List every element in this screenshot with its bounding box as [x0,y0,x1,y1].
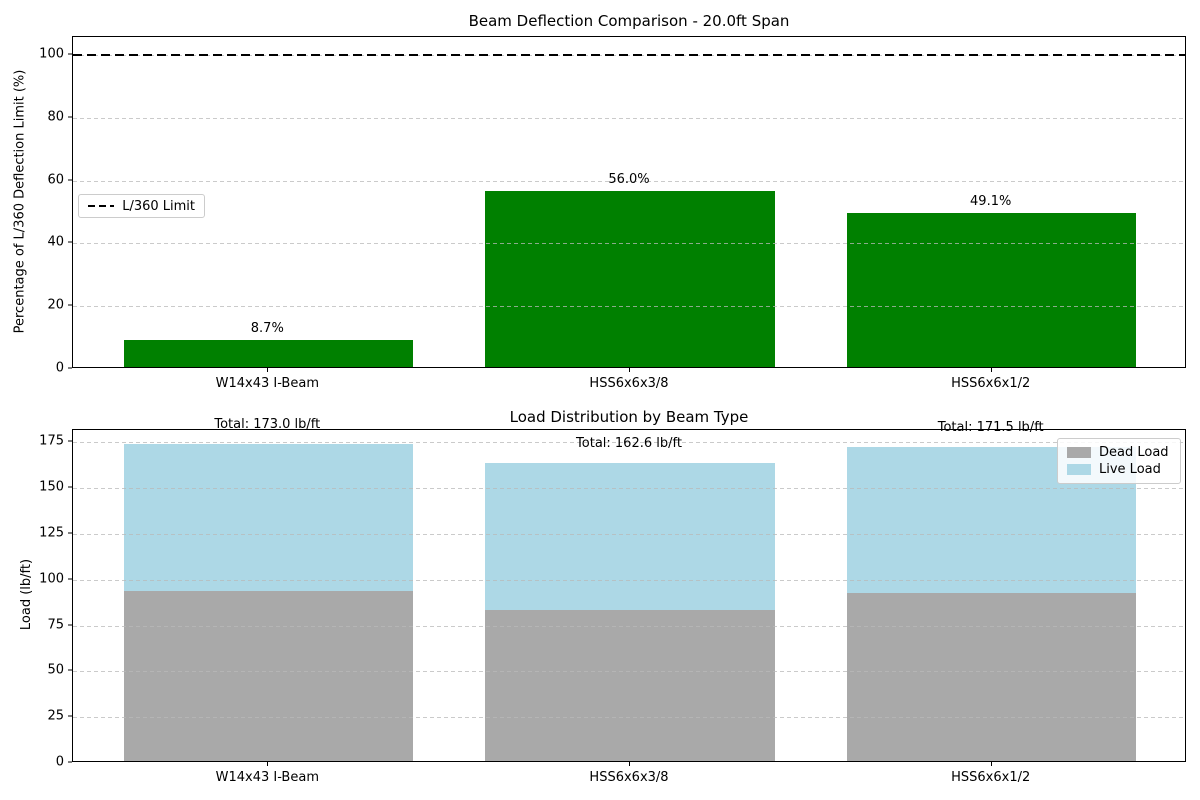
gridline-y [73,117,1185,119]
y-tick-mark [68,241,72,243]
x-tick-label: HSS6x6x1/2 [951,376,1031,391]
deflection-plot-area [72,36,1186,368]
load-chart-title: Load Distribution by Beam Type [509,408,749,426]
y-tick-label: 20 [47,297,64,313]
gridline-y [73,533,1185,535]
total-label: Total: 171.5 lb/ft [937,419,1044,435]
limit-line-legend: L/360 Limit [78,194,205,218]
x-tick-label: W14x43 I-Beam [215,770,319,785]
x-tick-label: HSS6x6x3/8 [589,376,669,391]
legend-row-live-load: Live Load [1067,462,1171,477]
y-tick-label: 0 [55,360,64,376]
y-tick-mark [68,367,72,369]
bar-value-label: 49.1% [970,193,1012,209]
bar-segment-dead-load [485,609,775,761]
y-tick-label: 100 [39,46,64,62]
y-tick-label: 80 [47,109,64,125]
y-tick-mark [68,761,72,763]
y-tick-mark [68,578,72,580]
gridline-y [73,306,1185,308]
limit-line [73,53,1185,56]
y-tick-mark [68,624,72,626]
total-label: Total: 173.0 lb/ft [214,416,321,432]
x-tick-label: W14x43 I-Beam [215,376,319,391]
y-tick-mark [68,304,72,306]
bar-value-label: 56.0% [608,172,650,188]
deflection-chart-title: Beam Deflection Comparison - 20.0ft Span [468,12,790,30]
y-tick-mark [68,715,72,717]
y-tick-mark [68,486,72,488]
y-tick-label: 50 [47,662,64,678]
x-tick-label: HSS6x6x1/2 [951,770,1031,785]
y-tick-label: 0 [55,754,64,770]
y-tick-mark [68,179,72,181]
live-load-legend-label: Live Load [1099,462,1161,478]
y-tick-mark [68,116,72,118]
y-tick-label: 25 [47,708,64,724]
gridline-y [73,180,1185,182]
gridline-y [73,243,1185,245]
deflection-bar [485,191,775,367]
bar-segment-dead-load [123,590,413,761]
y-tick-label: 40 [47,234,64,250]
y-tick-mark [68,669,72,671]
y-tick-label: 150 [39,479,64,495]
limit-legend-label: L/360 Limit [122,198,195,214]
gridline-y [73,488,1185,490]
bar-segment-dead-load [847,593,1137,761]
deflection-bar [123,339,413,367]
x-tick-mark [990,368,992,372]
x-tick-label: HSS6x6x3/8 [589,770,669,785]
bar-segment-live-load [485,463,775,610]
gridline-y [73,579,1185,581]
y-tick-mark [68,53,72,55]
y-tick-label: 125 [39,525,64,541]
gridline-y [73,625,1185,627]
total-label: Total: 162.6 lb/ft [576,436,682,451]
deflection-y-axis-label: Percentage of L/360 Deflection Limit (%) [12,69,28,334]
x-tick-mark [267,762,269,766]
x-tick-mark [629,368,630,372]
y-tick-label: 175 [39,433,64,449]
y-tick-label: 60 [47,172,64,188]
bar-segment-live-load [123,443,413,591]
dead-load-legend-label: Dead Load [1099,444,1169,460]
x-tick-mark [629,762,630,766]
y-tick-label: 100 [39,571,64,587]
load-legend: Dead Load Live Load [1057,438,1181,484]
x-tick-mark [990,762,992,766]
load-plot-area [72,429,1186,762]
gridline-y [73,442,1185,444]
x-tick-mark [267,368,269,372]
y-tick-label: 75 [47,617,64,633]
dashed-line-icon [88,205,115,207]
deflection-bar [847,212,1137,367]
legend-row-dead-load: Dead Load [1067,445,1171,460]
bar-value-label: 8.7% [250,320,284,336]
gridline-y [73,671,1185,673]
live-load-swatch [1067,464,1091,476]
gridline-y [73,717,1185,719]
y-tick-mark [68,440,72,442]
y-tick-mark [68,532,72,534]
dead-load-swatch [1067,446,1091,458]
